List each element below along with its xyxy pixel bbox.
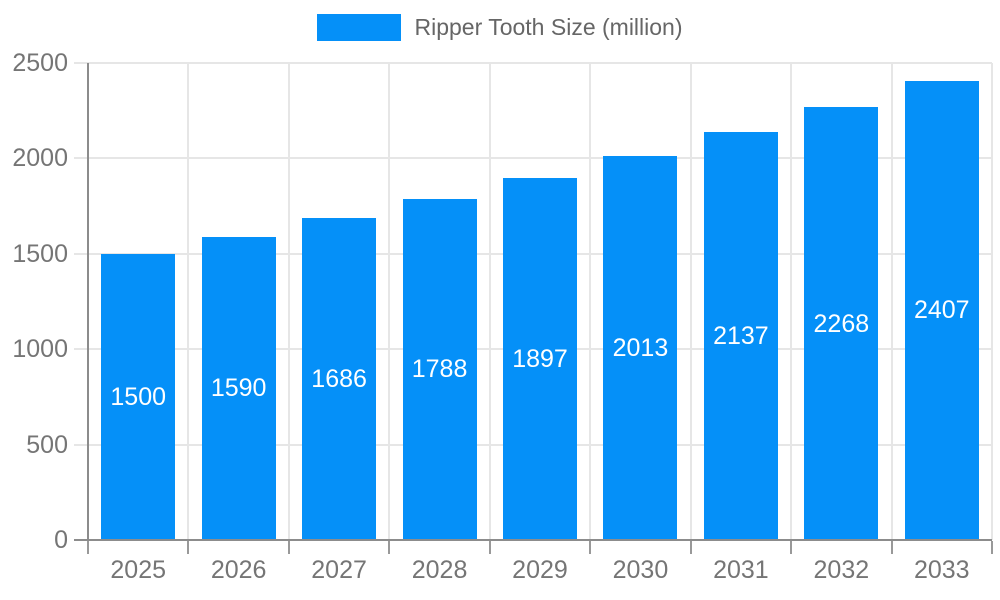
x-axis-tick-label: 2032 [813,556,870,584]
y-axis-tick-label: 500 [26,430,68,459]
bar-2026[interactable]: 1590 [201,236,276,540]
bar-value-label: 2137 [713,322,769,351]
y-axis-tick-label: 1000 [12,335,68,364]
bar-2027[interactable]: 1686 [302,218,377,540]
y-gridline [74,62,992,64]
bar-2032[interactable]: 2268 [804,107,879,540]
bar-value-label: 1686 [311,365,367,394]
bar-value-label: 2407 [913,296,970,325]
x-axis-tick [689,541,692,554]
legend-swatch-icon [317,14,402,41]
bar-value-label: 1788 [411,355,468,384]
x-gridline [488,63,491,540]
x-gridline [790,63,793,540]
x-axis-tick [991,541,993,554]
bar-value-label: 1590 [210,374,267,403]
x-gridline [187,63,190,540]
y-axis-tick-label: 1500 [12,239,68,268]
x-gridline [890,63,893,540]
legend-label: Ripper Tooth Size (million) [414,14,683,40]
bar-value-label: 1500 [110,382,167,411]
x-axis-tick [890,541,893,554]
x-axis-tick-label: 2025 [110,556,167,584]
x-gridline [689,63,692,540]
x-gridline [287,63,290,540]
x-axis-tick-label: 2027 [311,556,367,584]
x-axis-tick-label: 2029 [512,556,568,584]
bar-2033[interactable]: 2407 [904,80,979,540]
legend[interactable]: Ripper Tooth Size (million) [0,14,1000,41]
x-axis-tick [488,541,491,554]
x-axis-tick-label: 2028 [411,556,468,584]
x-axis-tick-label: 2026 [210,556,267,584]
bar-2031[interactable]: 2137 [703,132,778,540]
bar-2025[interactable]: 1500 [101,253,176,540]
x-axis-tick-label: 2030 [612,556,669,584]
bar-value-label: 1897 [512,345,568,374]
y-axis-tick-label: 2500 [12,49,68,77]
y-axis-line [87,63,89,540]
y-axis-tick-label: 0 [54,526,68,554]
bar-2028[interactable]: 1788 [402,198,477,540]
y-axis-tick-label: 2000 [12,144,68,173]
x-axis-tick-label: 2031 [713,556,769,584]
x-gridline [388,63,391,540]
bar-value-label: 2268 [813,309,870,338]
x-gridline [589,63,592,540]
bar-2030[interactable]: 2013 [603,155,678,540]
y-gridline [74,157,992,160]
x-axis-tick [589,541,592,554]
x-axis-tick [87,541,89,554]
bar-value-label: 2013 [612,333,669,362]
x-axis-tick [790,541,793,554]
x-axis-tick [388,541,391,554]
x-gridline [991,63,993,540]
bar-2029[interactable]: 1897 [503,178,577,540]
x-axis-tick-label: 2033 [913,556,970,584]
x-axis-tick [287,541,290,554]
x-axis-line [74,539,992,541]
x-axis-tick [187,541,190,554]
